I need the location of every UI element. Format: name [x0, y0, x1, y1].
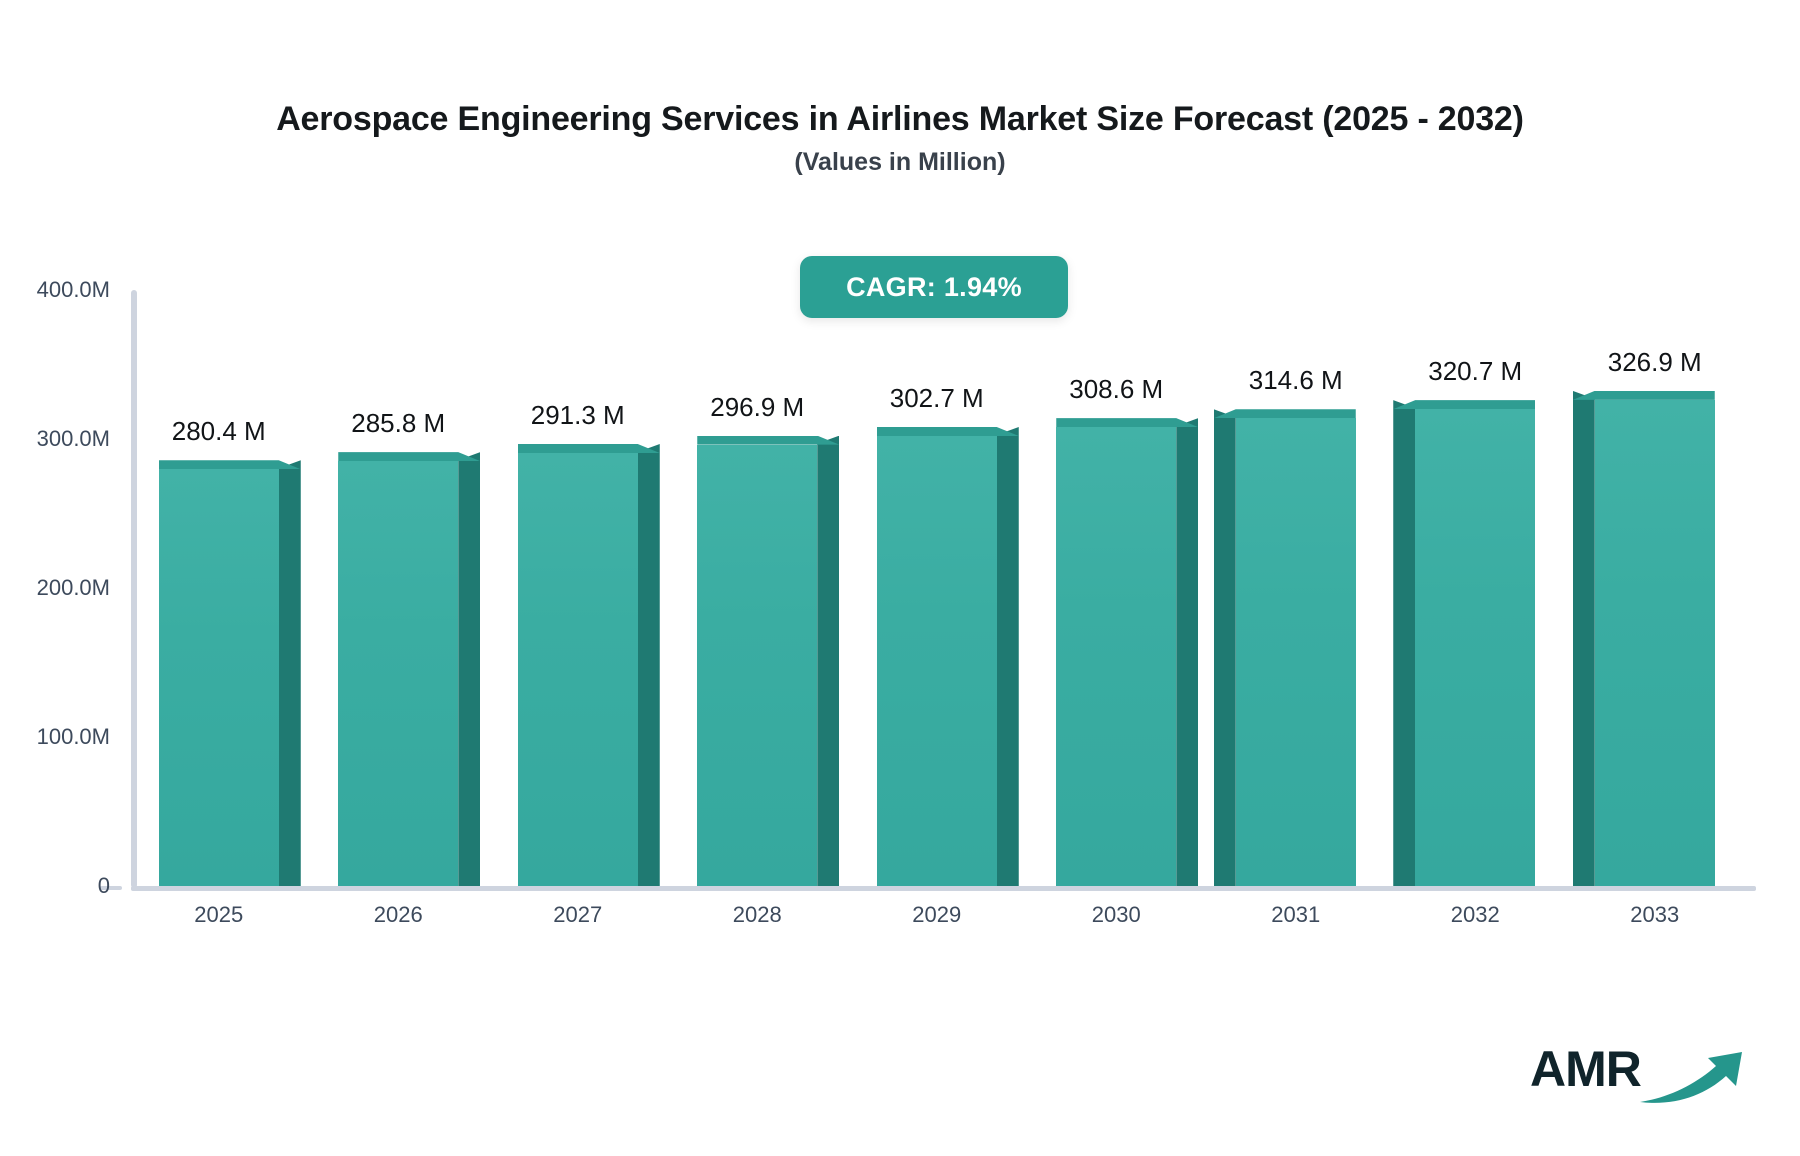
chart-subtitle: (Values in Million) — [794, 148, 1006, 176]
bar-front-face — [338, 461, 459, 886]
bar-side-face — [1572, 390, 1595, 886]
bar-top-face — [697, 435, 840, 445]
bar-front-face — [1415, 409, 1536, 886]
cagr-badge: CAGR: 1.94% — [800, 256, 1068, 318]
x-axis-tick-label: 2033 — [1630, 902, 1680, 927]
bar-value-label: 296.9 M — [710, 391, 805, 422]
bar-top-face — [1572, 390, 1715, 400]
y-axis-tick-label: 0 — [97, 873, 110, 898]
bar-side-face — [817, 435, 840, 886]
x-axis-tick-label: 2031 — [1271, 902, 1321, 927]
growth-arrow-icon — [1640, 1052, 1742, 1103]
x-axis-tick-label: 2027 — [553, 902, 603, 927]
x-axis-tick-label: 2029 — [912, 902, 962, 927]
y-axis — [131, 290, 137, 888]
bar-top-face — [158, 460, 301, 470]
bar-front-face — [1594, 399, 1715, 886]
bar-value-label: 280.4 M — [171, 416, 266, 447]
x-axis-tick-label: 2028 — [732, 902, 782, 927]
bar-side-face — [458, 452, 481, 886]
bar-value-label: 291.3 M — [530, 399, 625, 430]
y-axis-tick-label: 200.0M — [36, 575, 110, 600]
bar-value-label: 320.7 M — [1428, 356, 1523, 387]
bar-top-face — [517, 443, 660, 453]
bar-front-face — [697, 444, 818, 886]
bar-top-face — [1056, 418, 1199, 428]
bar-value-label: 308.6 M — [1069, 374, 1164, 405]
bar-value-label: 326.9 M — [1607, 346, 1702, 377]
bar-front-face — [158, 469, 279, 886]
bar-side-face — [996, 426, 1019, 886]
x-axis-tick-label: 2026 — [373, 902, 423, 927]
y-axis-tick-label: 100.0M — [36, 724, 110, 749]
bar-front-face — [876, 435, 997, 886]
bar-top-face — [338, 452, 481, 462]
bar-top-face — [1213, 409, 1356, 419]
page-title: Aerospace Engineering Services in Airlin… — [276, 100, 1524, 138]
bar-side-face — [1176, 418, 1199, 886]
bar-top-face — [876, 426, 1019, 436]
x-axis-tick-label: 2025 — [194, 902, 244, 927]
bar-value-label: 314.6 M — [1248, 365, 1343, 396]
amr-logo-text: AMR — [1530, 1041, 1642, 1097]
bar-side-face — [1393, 400, 1416, 886]
bar-side-face — [637, 443, 660, 886]
x-axis — [131, 886, 1756, 891]
bar-value-label: 285.8 M — [351, 408, 446, 439]
cagr-badge-label: CAGR: 1.94% — [846, 271, 1022, 302]
bar-front-face — [517, 452, 638, 886]
x-axis-tick-label: 2030 — [1091, 902, 1141, 927]
bar-top-face — [1393, 400, 1536, 410]
bar-side-face — [1213, 409, 1236, 886]
amr-logo: AMR — [1530, 1040, 1760, 1110]
bar-front-face — [1235, 418, 1356, 886]
bar-side-face — [278, 460, 301, 886]
x-axis-tick-label: 2032 — [1450, 902, 1500, 927]
y-axis-tick-label: 400.0M — [36, 277, 110, 302]
y-axis-tick-label: 300.0M — [36, 426, 110, 451]
bar-value-label: 302.7 M — [889, 382, 984, 413]
bar-front-face — [1056, 427, 1177, 886]
y-axis-zero-tick — [100, 886, 122, 890]
